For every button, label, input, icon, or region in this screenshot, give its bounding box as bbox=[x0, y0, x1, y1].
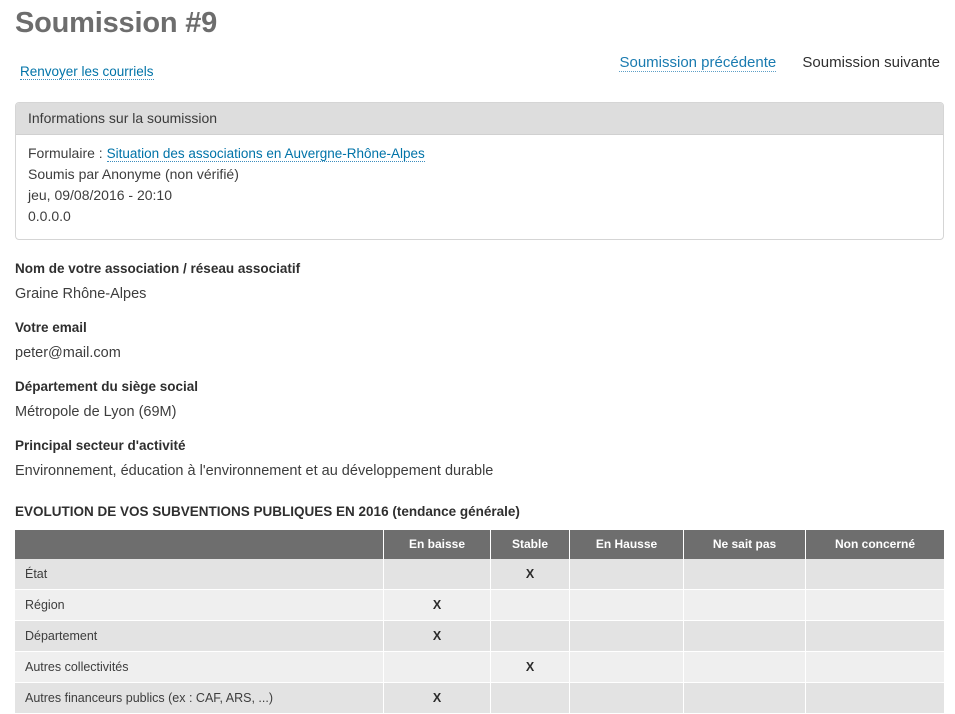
submission-navigation: Soumission précédente Soumission suivant… bbox=[619, 54, 940, 72]
grid-col-non-concerne: Non concerné bbox=[806, 530, 944, 559]
submitted-by-line: Soumis par Anonyme (non vérifié) bbox=[28, 166, 239, 182]
grid-body: État X Région X Département X Autres collectiv… bbox=[15, 559, 944, 714]
table-row: Région X bbox=[15, 590, 944, 621]
table-row: Autres collectivités X bbox=[15, 652, 944, 683]
selection-mark: X bbox=[432, 691, 442, 705]
field-sector: Principal secteur d'activité Environneme… bbox=[15, 437, 940, 481]
submission-date-line: jeu, 09/08/2016 - 20:10 bbox=[28, 187, 173, 203]
submission-ip-line: 0.0.0.0 bbox=[28, 208, 71, 224]
grid-cell bbox=[684, 621, 806, 652]
grid-row-label: Département bbox=[15, 621, 384, 652]
grid-cell bbox=[384, 559, 491, 590]
field-label: Nom de votre association / réseau associ… bbox=[15, 261, 301, 276]
grid-cell bbox=[491, 590, 570, 621]
grid-col-en-baisse: En baisse bbox=[384, 530, 491, 559]
grid-cell: X bbox=[491, 559, 570, 590]
action-links-row: Renvoyer les courriels Soumission précéd… bbox=[15, 54, 940, 90]
grid-col-ne-sait-pas: Ne sait pas bbox=[684, 530, 806, 559]
grid-header: En baisse Stable En Hausse Ne sait pas N… bbox=[15, 530, 944, 559]
grid-cell bbox=[491, 683, 570, 714]
grid-cell bbox=[384, 652, 491, 683]
selection-mark: X bbox=[525, 660, 535, 674]
table-row: État X bbox=[15, 559, 944, 590]
grid-cell bbox=[570, 652, 684, 683]
previous-submission-link[interactable]: Soumission précédente bbox=[619, 54, 777, 72]
grid-cell bbox=[491, 621, 570, 652]
field-label: Votre email bbox=[15, 320, 87, 335]
grid-cell bbox=[806, 652, 944, 683]
page-title: Soumission #9 bbox=[15, 7, 218, 39]
selection-mark: X bbox=[525, 567, 535, 581]
grid-row-label: État bbox=[15, 559, 384, 590]
grid-cell bbox=[684, 683, 806, 714]
submission-info-body: Formulaire : Situation des associations … bbox=[16, 135, 943, 239]
selection-mark: X bbox=[432, 598, 442, 612]
grid-cell bbox=[570, 683, 684, 714]
field-value: Graine Rhône-Alpes bbox=[15, 286, 147, 302]
grid-row-header-corner bbox=[15, 530, 384, 559]
resend-emails-link[interactable]: Renvoyer les courriels bbox=[20, 64, 154, 80]
grid-row-label: Région bbox=[15, 590, 384, 621]
field-label: Département du siège social bbox=[15, 379, 199, 394]
grid-cell: X bbox=[384, 683, 491, 714]
grid-cell bbox=[806, 621, 944, 652]
grid-col-stable: Stable bbox=[491, 530, 570, 559]
grid-header-row: En baisse Stable En Hausse Ne sait pas N… bbox=[15, 530, 944, 559]
grid-cell bbox=[570, 559, 684, 590]
form-label: Formulaire : bbox=[28, 145, 103, 161]
grid-row-label: Autres financeurs publics (ex : CAF, ARS… bbox=[15, 683, 384, 714]
subventions-grid: En baisse Stable En Hausse Ne sait pas N… bbox=[15, 530, 944, 714]
grid-cell bbox=[684, 559, 806, 590]
submission-info-header: Informations sur la soumission bbox=[16, 103, 943, 135]
grid-cell: X bbox=[384, 590, 491, 621]
table-row: Autres financeurs publics (ex : CAF, ARS… bbox=[15, 683, 944, 714]
field-label: Principal secteur d'activité bbox=[15, 438, 186, 453]
grid-heading: EVOLUTION DE VOS SUBVENTIONS PUBLIQUES E… bbox=[15, 504, 520, 519]
field-value: peter@mail.com bbox=[15, 345, 121, 361]
grid-cell bbox=[684, 590, 806, 621]
submission-info-panel: Informations sur la soumission Formulair… bbox=[15, 102, 944, 240]
submission-fields: Nom de votre association / réseau associ… bbox=[15, 260, 940, 481]
table-row: Département X bbox=[15, 621, 944, 652]
grid-row-label: Autres collectivités bbox=[15, 652, 384, 683]
grid-cell bbox=[806, 559, 944, 590]
selection-mark: X bbox=[432, 629, 442, 643]
grid-cell bbox=[570, 590, 684, 621]
next-submission-label: Soumission suivante bbox=[802, 54, 940, 71]
grid-cell: X bbox=[384, 621, 491, 652]
form-link[interactable]: Situation des associations en Auvergne-R… bbox=[106, 146, 425, 162]
field-value: Métropole de Lyon (69M) bbox=[15, 404, 177, 420]
field-association-name: Nom de votre association / réseau associ… bbox=[15, 260, 940, 304]
grid-col-en-hausse: En Hausse bbox=[570, 530, 684, 559]
field-email: Votre email peter@mail.com bbox=[15, 319, 940, 363]
field-value: Environnement, éducation à l'environneme… bbox=[15, 463, 494, 479]
grid-cell: X bbox=[491, 652, 570, 683]
field-department: Département du siège social Métropole de… bbox=[15, 378, 940, 422]
grid-cell bbox=[684, 652, 806, 683]
form-line: Formulaire : Situation des associations … bbox=[28, 143, 931, 164]
grid-cell bbox=[806, 590, 944, 621]
grid-cell bbox=[806, 683, 944, 714]
grid-cell bbox=[570, 621, 684, 652]
